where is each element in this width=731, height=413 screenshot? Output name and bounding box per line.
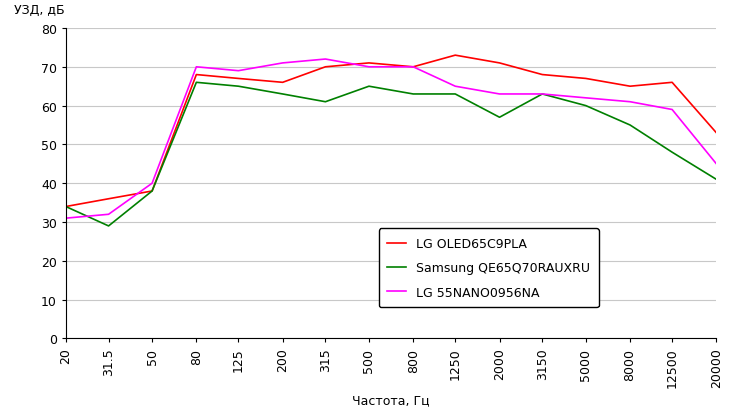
Samsung QE65Q70RAUXRU [365,85,374,90]
LG 55NANO0956NA [279,61,287,66]
Samsung QE65Q70RAUXRU [234,85,243,90]
LG OLED65C9PLA [451,54,460,59]
Line: LG 55NANO0956NA: LG 55NANO0956NA [66,60,716,218]
Legend: LG OLED65C9PLA, Samsung QE65Q70RAUXRU, LG 55NANO0956NA: LG OLED65C9PLA, Samsung QE65Q70RAUXRU, L… [379,229,599,308]
Samsung QE65Q70RAUXRU [409,92,417,97]
LG OLED65C9PLA [234,77,243,82]
LG OLED65C9PLA [105,197,113,202]
X-axis label: Частота, Гц: Частота, Гц [352,393,430,406]
Line: Samsung QE65Q70RAUXRU: Samsung QE65Q70RAUXRU [66,83,716,226]
LG 55NANO0956NA [667,108,676,113]
LG 55NANO0956NA [451,85,460,90]
Samsung QE65Q70RAUXRU [148,189,156,194]
LG OLED65C9PLA [409,65,417,70]
LG OLED65C9PLA [192,73,201,78]
LG 55NANO0956NA [581,96,590,101]
LG 55NANO0956NA [495,92,504,97]
Samsung QE65Q70RAUXRU [105,224,113,229]
LG OLED65C9PLA [495,61,504,66]
LG 55NANO0956NA [105,212,113,217]
LG OLED65C9PLA [279,81,287,85]
Samsung QE65Q70RAUXRU [626,123,635,128]
Samsung QE65Q70RAUXRU [495,116,504,121]
LG OLED65C9PLA [538,73,547,78]
Samsung QE65Q70RAUXRU [451,92,460,97]
Samsung QE65Q70RAUXRU [712,178,721,183]
LG 55NANO0956NA [365,65,374,70]
Line: LG OLED65C9PLA: LG OLED65C9PLA [66,56,716,207]
LG OLED65C9PLA [581,77,590,82]
LG OLED65C9PLA [365,61,374,66]
LG 55NANO0956NA [148,181,156,186]
Samsung QE65Q70RAUXRU [192,81,201,85]
Samsung QE65Q70RAUXRU [667,150,676,155]
LG 55NANO0956NA [234,69,243,74]
Samsung QE65Q70RAUXRU [321,100,330,105]
LG 55NANO0956NA [192,65,201,70]
LG 55NANO0956NA [409,65,417,70]
LG OLED65C9PLA [626,85,635,90]
LG 55NANO0956NA [321,57,330,62]
LG OLED65C9PLA [667,81,676,85]
Samsung QE65Q70RAUXRU [581,104,590,109]
LG OLED65C9PLA [148,189,156,194]
Samsung QE65Q70RAUXRU [538,92,547,97]
LG OLED65C9PLA [712,131,721,136]
LG 55NANO0956NA [626,100,635,105]
LG 55NANO0956NA [61,216,70,221]
LG 55NANO0956NA [712,162,721,167]
LG OLED65C9PLA [61,204,70,209]
Text: УЗД, дБ: УЗД, дБ [14,4,64,17]
Samsung QE65Q70RAUXRU [279,92,287,97]
Samsung QE65Q70RAUXRU [61,204,70,209]
LG 55NANO0956NA [538,92,547,97]
LG OLED65C9PLA [321,65,330,70]
